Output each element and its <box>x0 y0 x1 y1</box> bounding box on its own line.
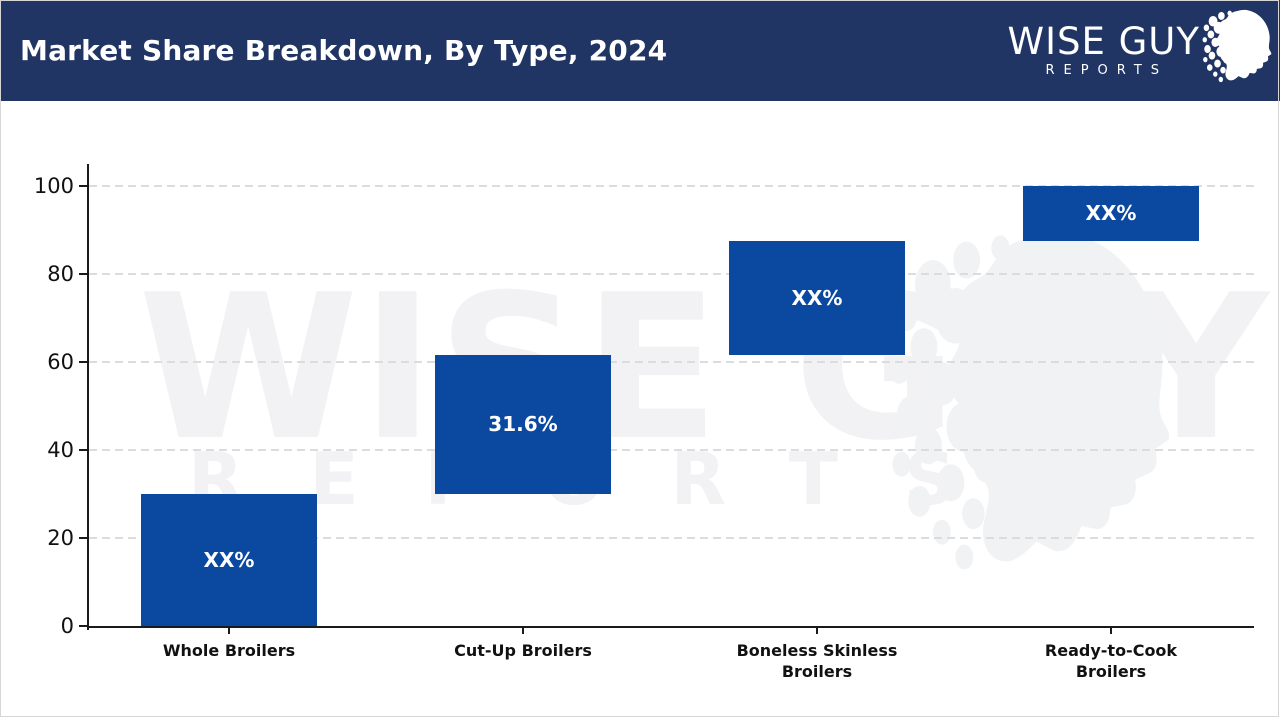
x-tick-mark <box>522 626 524 634</box>
gridline <box>89 449 1258 451</box>
x-tick-label: Whole Broilers <box>162 641 296 660</box>
y-tick-label: 100 <box>33 174 74 198</box>
brand-logo: WISE GUY REPORTS <box>1008 8 1280 94</box>
x-tick-label: Cut-Up Broilers <box>454 641 592 660</box>
logo-wordmark: WISE GUY <box>1007 20 1200 63</box>
bar-value-label: XX% <box>1085 201 1137 226</box>
y-axis-line <box>87 164 89 630</box>
page-title: Market Share Breakdown, By Type, 2024 <box>20 34 668 67</box>
y-tick-mark <box>79 273 88 275</box>
bar-value-label: XX% <box>203 548 255 572</box>
header-banner: Market Share Breakdown, By Type, 2024 WI… <box>0 0 1280 101</box>
logo-head-icon <box>1202 8 1274 94</box>
gridline <box>89 361 1258 363</box>
bar: XX% <box>141 494 317 626</box>
x-tick-mark <box>228 626 230 634</box>
x-tick-mark <box>816 626 818 634</box>
y-tick-mark <box>79 185 88 187</box>
x-axis-line <box>87 626 1254 628</box>
watermark-head <box>888 223 1180 625</box>
x-tick-mark <box>1110 626 1112 634</box>
x-tick-label: Boneless Skinless Broilers <box>736 641 898 681</box>
gridline <box>89 537 1258 539</box>
y-tick-label: 40 <box>47 438 74 462</box>
bar: 31.6% <box>435 354 611 494</box>
x-tick-label: Ready-to-Cook Broilers <box>1044 641 1178 681</box>
logo-text: WISE GUY REPORTS <box>1007 20 1200 79</box>
bar: XX% <box>1023 186 1199 241</box>
bar-value-label: 31.6% <box>488 412 558 437</box>
gridline <box>89 185 1258 187</box>
y-tick-label: 0 <box>60 614 74 638</box>
y-tick-mark <box>79 537 88 539</box>
y-tick-label: 20 <box>47 526 74 550</box>
y-tick-label: 60 <box>47 350 74 374</box>
y-tick-label: 80 <box>47 262 74 286</box>
y-tick-mark <box>79 625 88 627</box>
bar-value-label: XX% <box>791 285 843 310</box>
y-tick-mark <box>79 361 88 363</box>
bar: XX% <box>729 240 905 355</box>
logo-reports-text: REPORTS <box>1045 63 1169 78</box>
gridline <box>89 273 1258 275</box>
y-tick-mark <box>79 449 88 451</box>
